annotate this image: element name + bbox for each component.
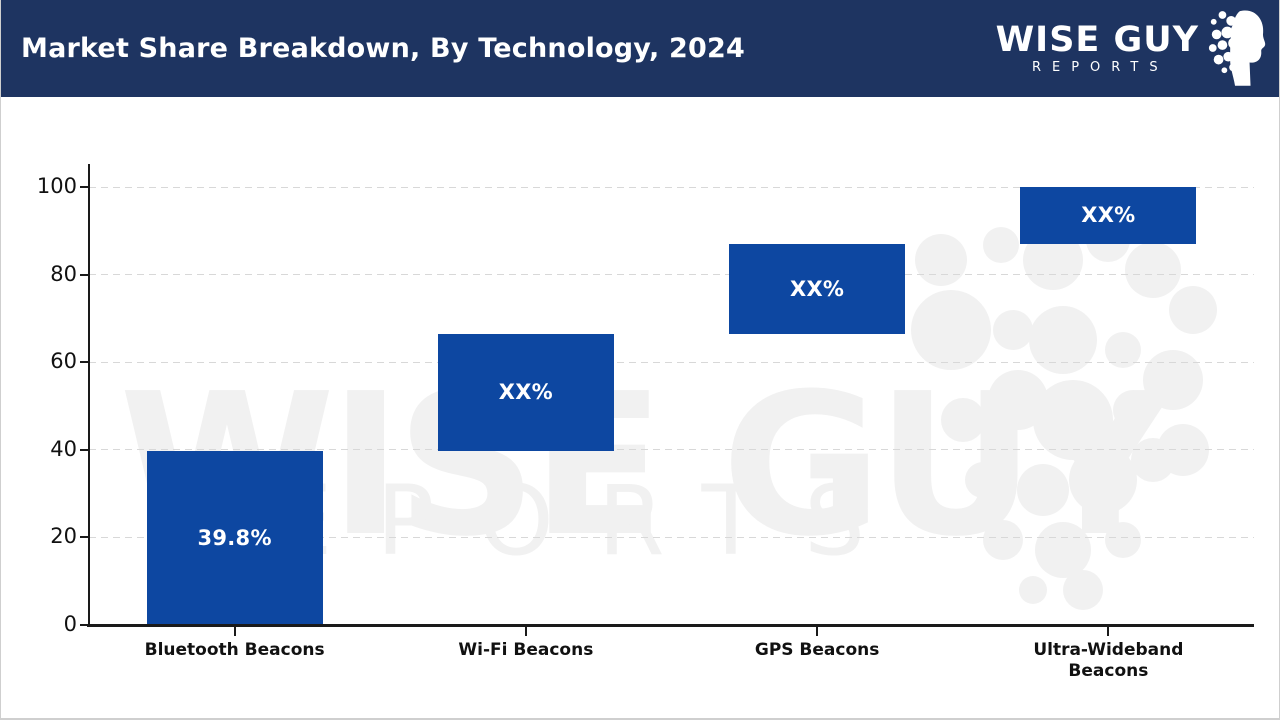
bar-value-label: XX% — [1081, 203, 1136, 228]
x-tick — [233, 627, 236, 636]
y-tick — [80, 448, 89, 451]
bar-value-label: XX% — [498, 380, 554, 405]
bar-value-label: XX% — [789, 276, 845, 301]
category-label: GPS Beacons — [754, 640, 880, 660]
y-tick — [80, 186, 89, 188]
y-tick — [80, 624, 89, 626]
category-label: Bluetooth Beacons — [144, 640, 325, 660]
y-tick-label: 0 — [63, 612, 77, 636]
logo-face-icon — [1205, 6, 1267, 92]
wiseguy-logo: WISE GUY REPORTS — [996, 6, 1267, 92]
x-tick — [816, 627, 819, 636]
category-label: Wi-Fi Beacons — [458, 640, 594, 660]
y-tick-label: 40 — [50, 436, 77, 461]
header: Market Share Breakdown, By Technology, 2… — [1, 0, 1279, 97]
y-tick — [80, 361, 89, 364]
y-tick-label: 80 — [50, 261, 77, 286]
logo-text: WISE GUY REPORTS — [995, 20, 1199, 75]
y-tick — [80, 273, 89, 276]
gridline — [89, 186, 1254, 188]
y-tick-label: 20 — [50, 524, 77, 549]
y-tick-label: 100 — [36, 174, 77, 198]
bar: 39.8% — [146, 450, 323, 625]
gridline — [89, 274, 1254, 276]
bar: XX% — [437, 334, 614, 451]
gridline — [89, 449, 1254, 451]
bar: XX% — [729, 243, 906, 335]
x-tick — [1107, 627, 1110, 636]
gridline — [89, 361, 1254, 363]
logo-wordmark: WISE GUY — [995, 20, 1199, 60]
waterfall-chart: WISE GUY REPORTS 0 20 40 60 80 100 39.8% Blueto… — [1, 97, 1279, 717]
y-axis-line — [88, 164, 90, 627]
category-label: Ultra-Wideband Beacons — [1033, 640, 1184, 681]
y-tick — [80, 536, 89, 539]
logo-subtext: REPORTS — [1031, 60, 1169, 75]
x-axis-line — [87, 624, 1254, 627]
gridline — [89, 536, 1254, 538]
x-tick — [524, 627, 527, 636]
page-title: Market Share Breakdown, By Technology, 2… — [21, 33, 746, 64]
bar: XX% — [1020, 187, 1197, 244]
bar-value-label: 39.8% — [197, 525, 272, 550]
y-tick-label: 60 — [50, 349, 77, 374]
